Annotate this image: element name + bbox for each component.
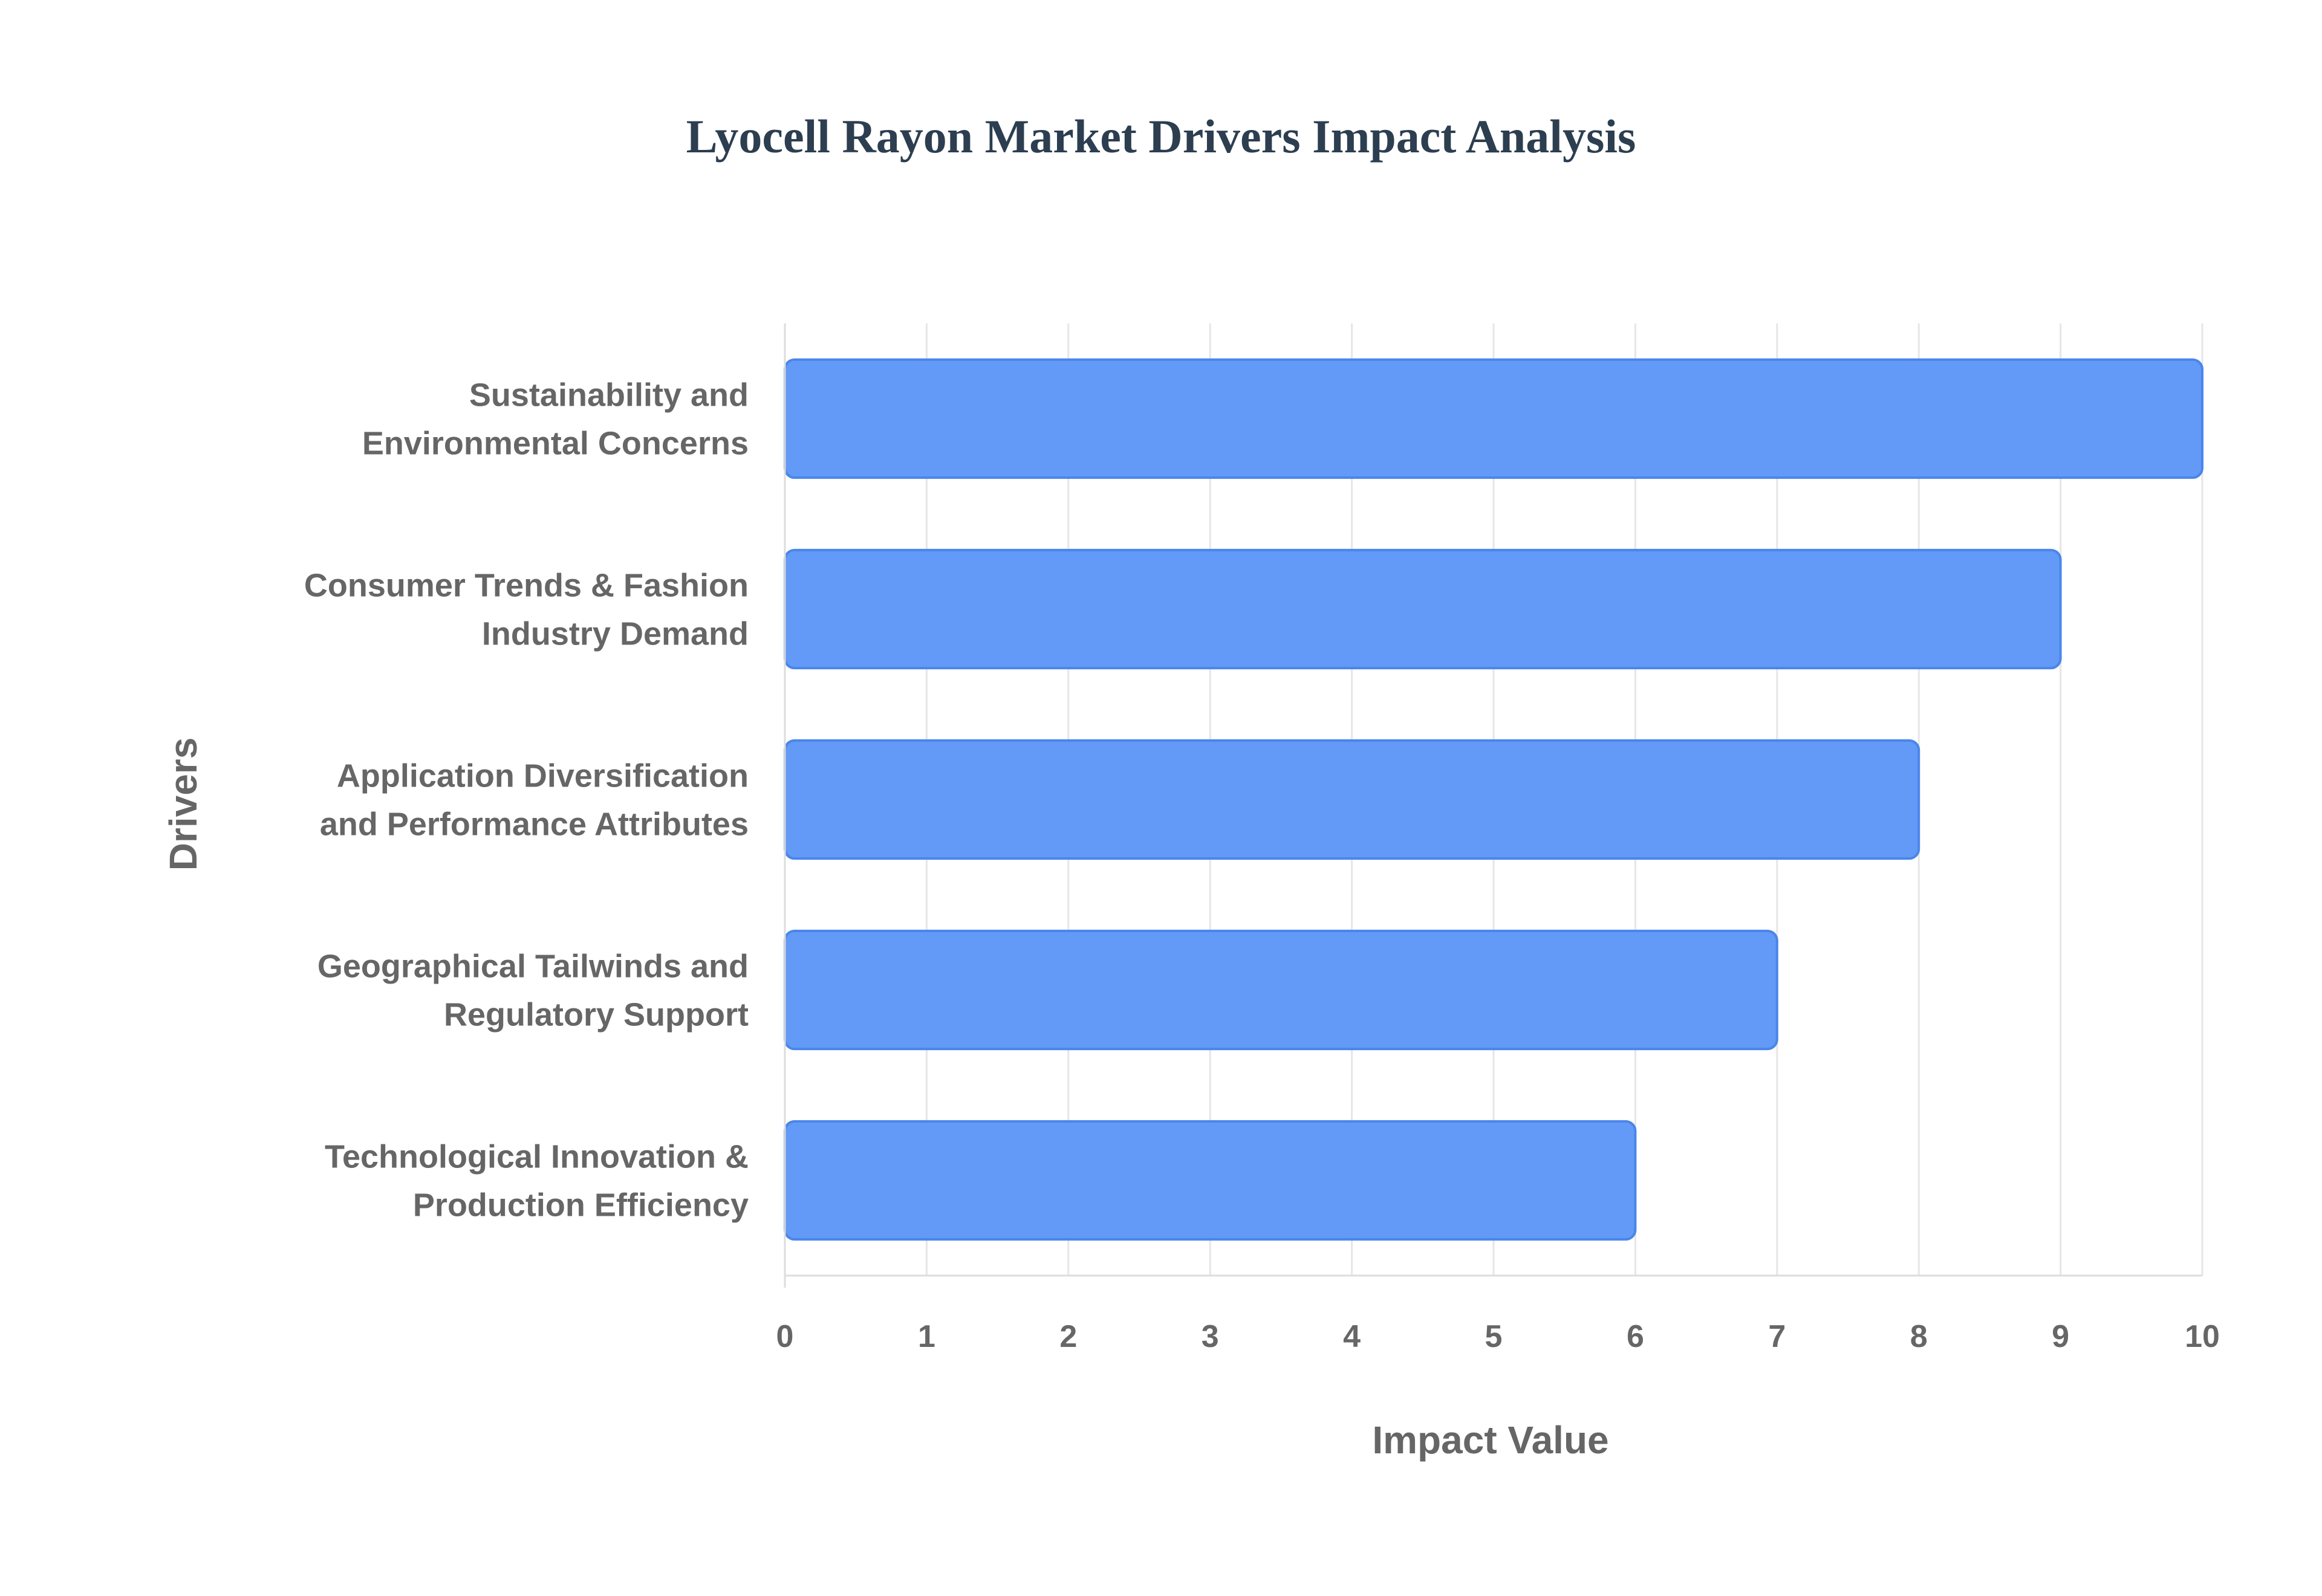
bar-5 bbox=[784, 1120, 1637, 1241]
chart-title: Lyocell Rayon Market Drivers Impact Anal… bbox=[686, 110, 1636, 163]
bars bbox=[784, 358, 2203, 1241]
x-tick-label-2: 2 bbox=[1059, 1319, 1077, 1354]
x-tick-label-8: 8 bbox=[1910, 1319, 1928, 1354]
axes bbox=[784, 323, 2202, 1288]
y-axis-title: Drivers bbox=[161, 738, 205, 871]
bar-3 bbox=[784, 739, 1920, 860]
x-tick-label-1: 1 bbox=[918, 1319, 935, 1354]
x-tick-labels: 0 1 2 3 4 5 6 7 8 9 10 bbox=[776, 1319, 2220, 1354]
bar-1 bbox=[784, 358, 2203, 479]
x-tick-label-7: 7 bbox=[1768, 1319, 1786, 1354]
x-tick-label-5: 5 bbox=[1485, 1319, 1503, 1354]
category-label-3: Application Diversification and Performan… bbox=[320, 758, 749, 843]
x-tick-label-6: 6 bbox=[1627, 1319, 1644, 1354]
x-tick-label-0: 0 bbox=[776, 1319, 794, 1354]
bar-2 bbox=[784, 548, 2062, 670]
category-label-5: Technological Innovation & Production Eff… bbox=[325, 1139, 749, 1224]
x-tick-label-4: 4 bbox=[1343, 1319, 1361, 1354]
x-tick-label-10: 10 bbox=[2185, 1319, 2220, 1354]
category-label-2: Consumer Trends & Fashion Industry Demand bbox=[304, 568, 749, 652]
category-label-1: Sustainability and Environmental Concerns bbox=[362, 377, 749, 462]
category-labels: Sustainability and Environmental Concerns… bbox=[304, 377, 749, 1224]
category-label-4: Geographical Tailwinds and Regulatory Sup… bbox=[317, 949, 749, 1033]
x-tick-label-3: 3 bbox=[1202, 1319, 1219, 1354]
bar-4 bbox=[784, 929, 1778, 1051]
x-tick-label-9: 9 bbox=[2052, 1319, 2069, 1354]
x-axis-title: Impact Value bbox=[1372, 1418, 1608, 1462]
